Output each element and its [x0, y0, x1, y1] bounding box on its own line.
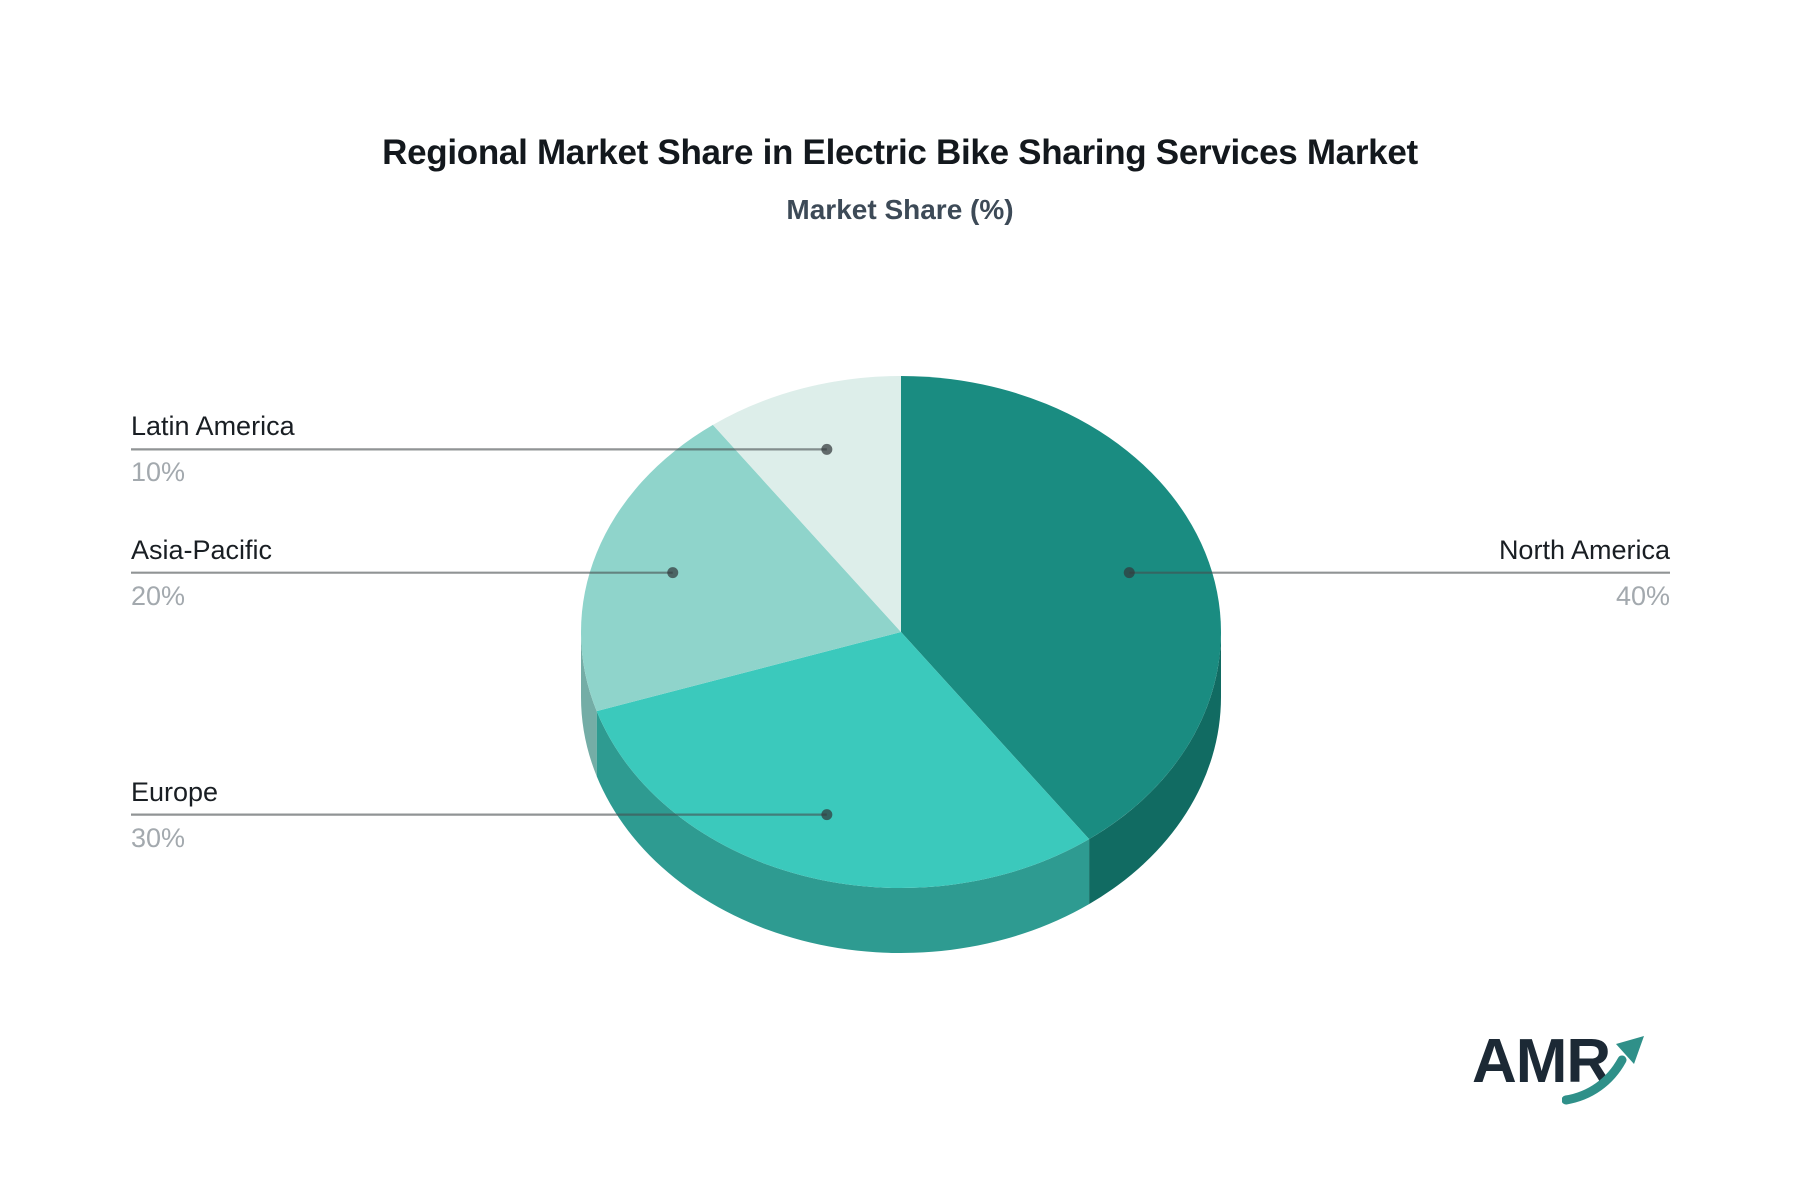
- label-block-asia-pacific: Asia-Pacific 20%: [131, 535, 561, 611]
- slice-percent-value: 20%: [131, 580, 186, 611]
- pie-slice-europe: [596, 632, 1090, 888]
- slice-region-name: North America: [1498, 534, 1670, 565]
- leader-dot-asia-pacific: [667, 567, 679, 579]
- label-block-latin-america: Latin America 10%: [131, 411, 561, 487]
- brand-logo-arrow-icon: [1562, 1036, 1644, 1105]
- slice-region-name: Latin America: [131, 411, 295, 442]
- pie-slice-side-asia-pacific: [581, 632, 597, 777]
- pie-slice-side-europe: [596, 711, 1090, 953]
- label-block-north-america: North America 40%: [1240, 535, 1670, 611]
- brand-logo: AMR: [1472, 1027, 1662, 1124]
- pie-slice-north-america: [901, 376, 1221, 840]
- pie-slice-latin-america: [712, 376, 901, 632]
- chart-title: Regional Market Share in Electric Bike S…: [382, 133, 1418, 172]
- slice-percent-value: 30%: [131, 822, 186, 853]
- slice-region-name: Europe: [131, 776, 219, 807]
- slice-percent-value: 40%: [1615, 580, 1670, 611]
- leader-dot-latin-america: [821, 443, 833, 455]
- chart-subtitle: Market Share (%): [786, 194, 1014, 225]
- slice-percent-value: 10%: [131, 457, 186, 488]
- leader-dot-north-america: [1123, 567, 1135, 579]
- pie-slice-side-north-america: [1089, 632, 1221, 905]
- leader-dot-europe: [821, 809, 833, 821]
- pie-slice-asia-pacific: [581, 424, 901, 712]
- brand-logo-text: AMR: [1472, 1027, 1611, 1096]
- label-block-europe: Europe 30%: [131, 777, 561, 853]
- slice-region-name: Asia-Pacific: [131, 534, 273, 565]
